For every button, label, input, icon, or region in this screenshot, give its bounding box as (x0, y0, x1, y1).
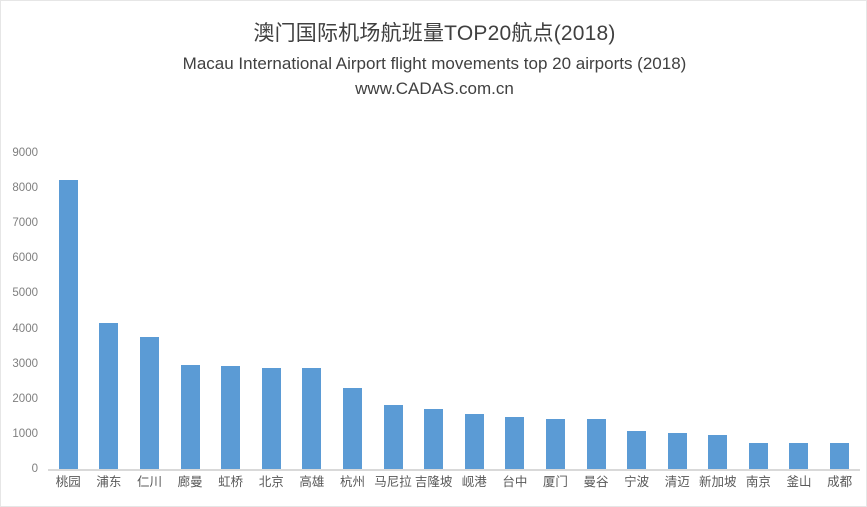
x-label-slot: 北京 (251, 473, 292, 491)
x-axis-line (48, 469, 860, 471)
x-label-slot: 马尼拉 (373, 473, 414, 491)
y-axis-tick-label: 7000 (12, 217, 38, 230)
x-axis-tick-label: 马尼拉 (374, 475, 412, 489)
bar[interactable] (586, 419, 606, 469)
x-label-slot: 虹桥 (210, 473, 251, 491)
x-axis-tick-label: 清迈 (664, 475, 690, 489)
bar[interactable] (99, 323, 119, 469)
x-axis-tick-label: 岘港 (461, 475, 487, 489)
y-axis-tick-label: 8000 (12, 182, 38, 195)
x-label-slot: 新加坡 (698, 473, 739, 491)
x-label-slot: 桃园 (48, 473, 89, 491)
bar-slot (413, 153, 454, 469)
x-axis-tick-label: 釜山 (786, 475, 812, 489)
bar-slot (251, 153, 292, 469)
x-label-slot: 釜山 (779, 473, 820, 491)
bar-slot (454, 153, 495, 469)
y-axis-tick-label: 0 (31, 463, 38, 475)
bar-slot (576, 153, 617, 469)
x-axis-tick-label: 宁波 (624, 475, 650, 489)
x-axis-tick-label: 虹桥 (218, 475, 244, 489)
bar[interactable] (139, 336, 159, 469)
bar[interactable] (667, 432, 687, 469)
x-label-slot: 南京 (738, 473, 779, 491)
x-axis-tick-label: 厦门 (542, 475, 568, 489)
x-axis-tick-label: 台中 (502, 475, 528, 489)
bar[interactable] (424, 408, 444, 469)
bar-slot (170, 153, 211, 469)
bar[interactable] (708, 434, 728, 469)
y-axis-tick-label: 9000 (12, 147, 38, 159)
chart-source-url: www.CADAS.com.cn (355, 79, 514, 98)
y-axis-tick-label: 2000 (12, 392, 38, 405)
x-axis-tick-label: 新加坡 (699, 475, 737, 489)
bar-slot (373, 153, 414, 469)
bar-slot (657, 153, 698, 469)
x-axis-tick-label: 桃园 (55, 475, 81, 489)
bar-slot (738, 153, 779, 469)
bar-slot (535, 153, 576, 469)
bar[interactable] (789, 443, 809, 469)
x-axis-tick-label: 浦东 (96, 475, 122, 489)
x-axis-tick-label: 吉隆坡 (414, 475, 453, 489)
bar[interactable] (505, 417, 525, 469)
bar[interactable] (464, 413, 484, 469)
bar[interactable] (180, 364, 200, 469)
x-label-slot: 浦东 (89, 473, 130, 491)
y-axis-tick-label: 6000 (12, 252, 38, 265)
x-axis-tick-label: 高雄 (299, 475, 325, 489)
y-axis-tick-label: 3000 (12, 357, 38, 370)
bar-slot (48, 153, 89, 469)
bar[interactable] (342, 387, 362, 469)
bar-slot (292, 153, 333, 469)
bar[interactable] (302, 368, 322, 469)
x-axis-tick-label: 廊曼 (177, 475, 203, 489)
x-label-slot: 杭州 (332, 473, 373, 491)
bar-slot (332, 153, 373, 469)
bar-series (48, 153, 860, 469)
x-label-slot: 廊曼 (170, 473, 211, 491)
chart-title: 澳门国际机场航班量TOP20航点(2018) (253, 22, 616, 45)
bar[interactable] (221, 366, 241, 469)
x-axis-tick-label: 南京 (745, 475, 771, 489)
x-label-slot: 岘港 (454, 473, 495, 491)
x-label-slot: 宁波 (616, 473, 657, 491)
bar[interactable] (383, 405, 403, 469)
x-axis-tick-label: 北京 (258, 475, 284, 489)
y-axis-tick-label: 5000 (12, 287, 38, 300)
bar-slot (779, 153, 820, 469)
x-label-slot: 仁川 (129, 473, 170, 491)
bar-slot (698, 153, 739, 469)
bar[interactable] (58, 180, 78, 469)
x-label-slot: 台中 (495, 473, 536, 491)
x-label-slot: 吉隆坡 (413, 473, 454, 491)
bar-slot (495, 153, 536, 469)
bar[interactable] (830, 443, 850, 469)
x-axis-tick-label: 曼谷 (583, 475, 609, 489)
bar-slot (616, 153, 657, 469)
x-axis-labels: 桃园 浦东 仁川 廊曼 虹桥 北京 高雄 杭州 马尼拉 吉隆坡 岘港 台中 厦门 曼谷 宁波 清迈 新加坡 南京 釜… (48, 473, 860, 491)
bar[interactable] (261, 367, 281, 469)
y-axis-tick-label: 1000 (12, 427, 38, 440)
x-label-slot: 高雄 (292, 473, 333, 491)
chart-subtitle: Macau International Airport flight movem… (182, 54, 687, 73)
bar-slot (819, 153, 860, 469)
x-label-slot: 曼谷 (576, 473, 617, 491)
x-label-slot: 成都 (819, 473, 860, 491)
bar-slot (210, 153, 251, 469)
x-label-slot: 厦门 (535, 473, 576, 491)
chart-title-block: 澳门国际机场航班量TOP20航点(2018) Macau Internation… (1, 19, 866, 101)
bar[interactable] (748, 442, 768, 469)
y-axis-tick-label: 4000 (12, 322, 38, 335)
x-axis-tick-label: 仁川 (136, 475, 162, 489)
bar[interactable] (545, 418, 565, 469)
x-label-slot: 清迈 (657, 473, 698, 491)
x-axis-tick-label: 杭州 (339, 475, 365, 489)
bar-slot (89, 153, 130, 469)
x-axis-tick-label: 成都 (827, 475, 853, 489)
y-axis: 0 1000 2000 3000 4000 5000 6000 7000 8000 9000 (1, 147, 43, 475)
bar[interactable] (627, 431, 647, 469)
bar-slot (129, 153, 170, 469)
